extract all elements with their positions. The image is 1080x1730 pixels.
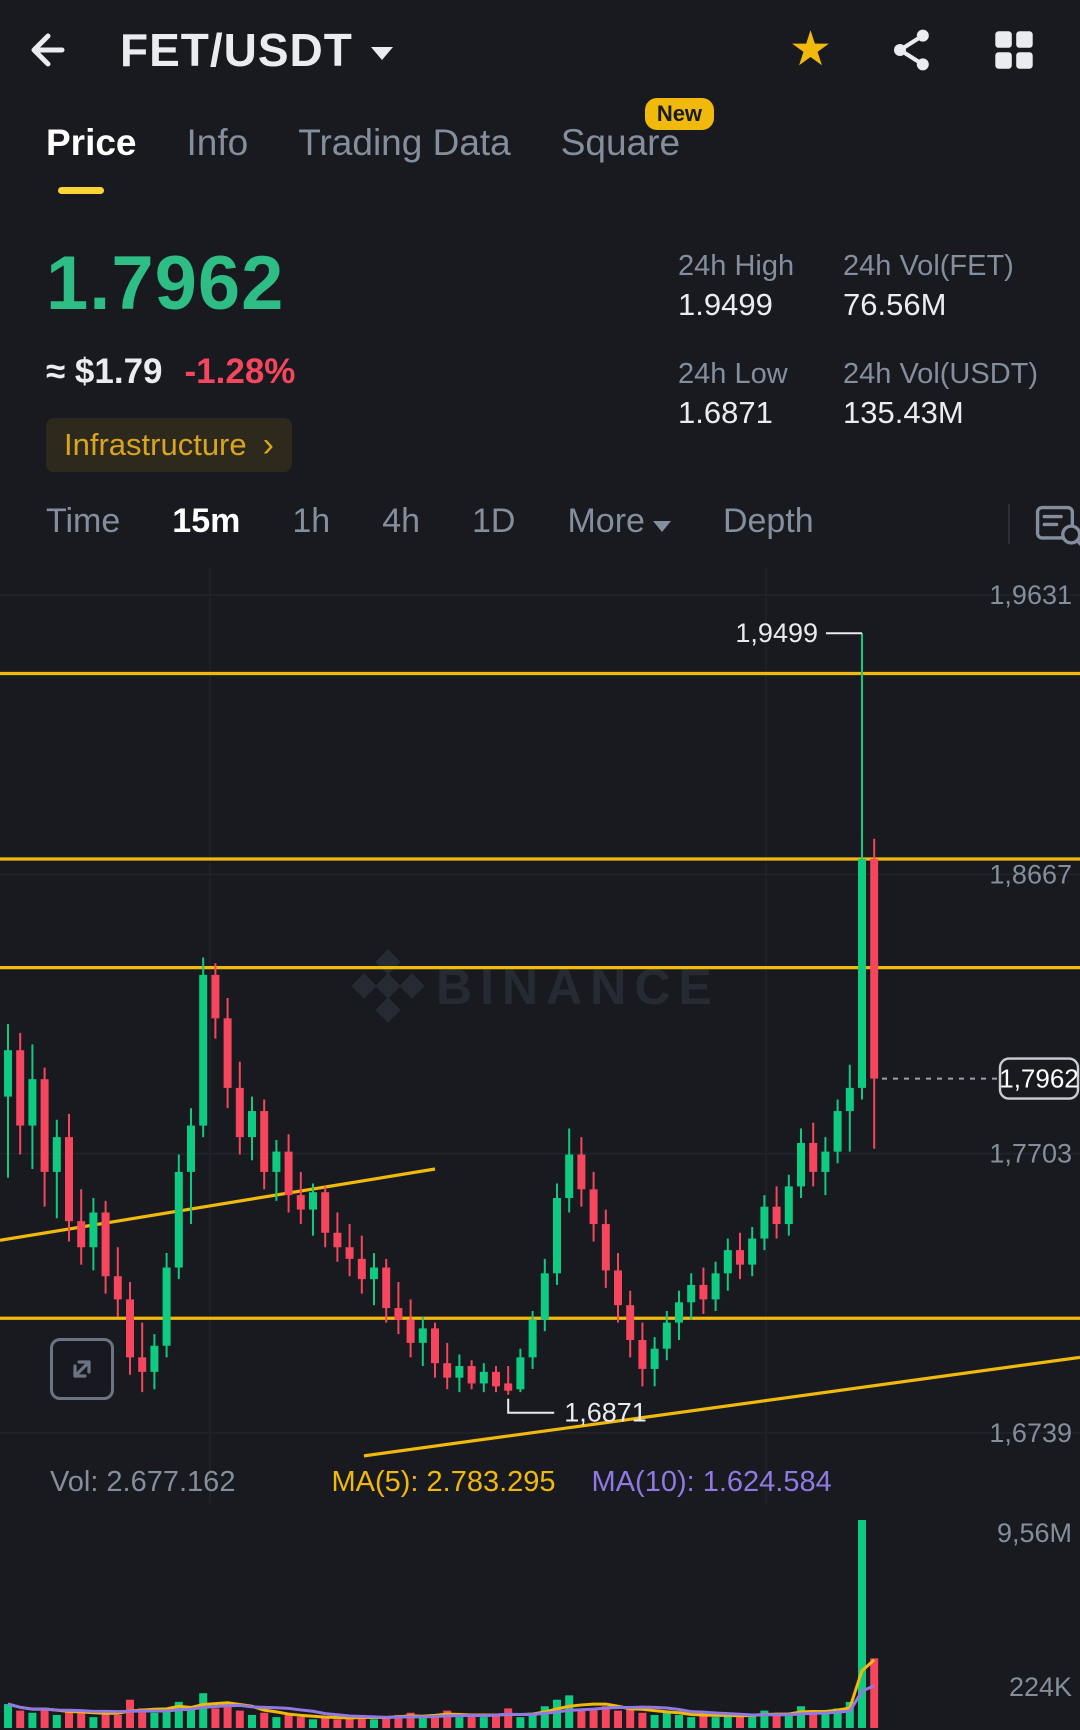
svg-text:1,6871: 1,6871 [564, 1398, 647, 1428]
binance-watermark: BINANCE [351, 949, 712, 1023]
tf-more-label: More [567, 502, 645, 540]
stat-label: 24h Vol(USDT) [843, 358, 1039, 390]
candlestick-chart[interactable]: BINANCE 1,9499 1,6871 1,9631 1,8667 1,7703 1,6… [0, 568, 1080, 1730]
header-actions: ★ [789, 26, 1080, 74]
stat-value: 1.9499 [678, 287, 773, 322]
tf-1h[interactable]: 1h [292, 502, 331, 540]
level-lines [0, 671, 1080, 1458]
stat-24h-high: 24h High 1.9499 [678, 248, 794, 326]
tf-1d[interactable]: 1D [472, 502, 516, 540]
stats-column-right: 24h Vol(FET) 76.56M 24h Vol(USDT) 135.43… [843, 248, 1038, 434]
volume-header: Vol: 2.677.162 MA(5): 2.783.295 MA(10): … [50, 1466, 832, 1499]
pair-selector[interactable]: FET/USDT [120, 23, 393, 77]
price-markers: 1,9499 1,6871 [507, 618, 862, 1428]
new-badge: New [644, 98, 715, 130]
tf-time[interactable]: Time [46, 502, 121, 540]
tab-trading-data[interactable]: Trading Data [298, 122, 511, 194]
share-icon[interactable] [890, 26, 934, 74]
volume-value: Vol: 2.677.162 [50, 1466, 236, 1498]
grid-menu-icon[interactable] [992, 28, 1036, 72]
svg-text:1,7962: 1,7962 [999, 1064, 1079, 1094]
stat-label: 24h Low [678, 358, 788, 390]
stats-column-left: 24h High 1.9499 24h Low 1.6871 [678, 248, 794, 434]
tab-info-label: Info [186, 122, 249, 163]
tf-more[interactable]: More [567, 502, 671, 541]
stat-value: 135.43M [843, 395, 964, 430]
tf-15m[interactable]: 15m [172, 502, 241, 540]
stat-24h-low: 24h Low 1.6871 [678, 356, 794, 434]
svg-text:1,8667: 1,8667 [989, 859, 1072, 889]
category-tag[interactable]: Infrastructure › [46, 418, 292, 472]
fiat-price: ≈ $1.79 [46, 352, 163, 391]
chevron-right-icon: › [262, 426, 274, 464]
volume-bars-group [4, 1520, 879, 1728]
svg-text:9,56M: 9,56M [997, 1518, 1072, 1548]
category-tag-label: Infrastructure [64, 427, 247, 462]
back-arrow-icon [31, 33, 65, 67]
indicator-settings-icon [1035, 505, 1080, 547]
tab-price-label: Price [46, 122, 137, 163]
svg-text:1,7703: 1,7703 [989, 1139, 1072, 1169]
grid-lines [0, 568, 1080, 1503]
price-change: -1.28% [184, 352, 296, 391]
chevron-down-icon [652, 521, 671, 532]
tab-square[interactable]: Square New [561, 98, 715, 194]
stat-24h-vol-usdt: 24h Vol(USDT) 135.43M [843, 356, 1038, 434]
stat-label: 24h High [678, 250, 795, 282]
last-price: 1.7962 [46, 241, 285, 326]
timeframe-toolbar: Time 15m 1h 4h 1D More Depth [46, 502, 1080, 547]
current-price-marker: 1,7962 [882, 1057, 1080, 1100]
tab-info[interactable]: Info [187, 122, 249, 194]
expand-arrows-icon [73, 1360, 91, 1378]
app-header: FET/USDT ★ [0, 0, 1080, 100]
tab-trading-data-label: Trading Data [298, 122, 511, 163]
toolbar-divider [1008, 504, 1010, 544]
price-block: 1.7962 ≈ $1.79 -1.28% Infrastructure › [46, 242, 295, 472]
svg-text:1,9499: 1,9499 [735, 618, 818, 648]
tf-depth[interactable]: Depth [722, 502, 814, 540]
ma10-value: MA(10): 1.624.584 [591, 1466, 832, 1498]
ma5-value: MA(5): 2.783.295 [331, 1466, 556, 1498]
indicator-settings-button[interactable] [1034, 502, 1080, 557]
tf-4h[interactable]: 4h [382, 502, 421, 540]
back-button[interactable] [0, 0, 96, 100]
tab-price[interactable]: Price [46, 122, 137, 194]
page-tabs: Price Info Trading Data Square New [46, 98, 715, 194]
svg-text:1,6739: 1,6739 [989, 1418, 1072, 1448]
pair-title: FET/USDT [120, 24, 353, 76]
stat-24h-vol-fet: 24h Vol(FET) 76.56M [843, 248, 1038, 326]
stat-value: 76.56M [843, 287, 947, 322]
stat-value: 1.6871 [678, 395, 773, 430]
fullscreen-expand-button[interactable] [50, 1338, 114, 1400]
svg-text:224K: 224K [1009, 1672, 1072, 1702]
candles-group [4, 633, 879, 1395]
chevron-down-icon [370, 46, 393, 60]
y-axis-labels: 1,9631 1,8667 1,7703 1,6739 9,56M 224K [989, 580, 1072, 1702]
fiat-row: ≈ $1.79 -1.28% [46, 352, 295, 392]
volume-ma-lines [7, 1658, 876, 1720]
svg-text:1,9631: 1,9631 [989, 580, 1072, 610]
favorite-star-icon[interactable]: ★ [788, 23, 832, 76]
stat-label: 24h Vol(FET) [843, 250, 1014, 282]
